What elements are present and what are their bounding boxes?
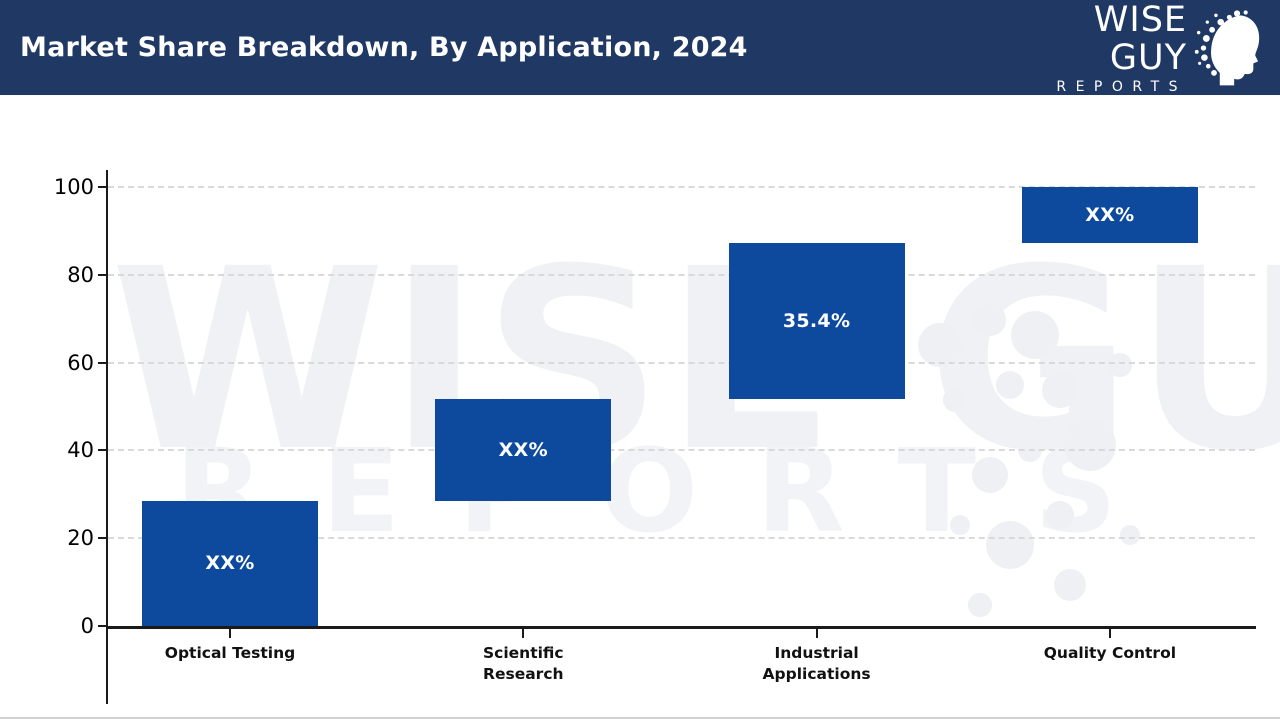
gridline-20 [108,537,1255,540]
x-tick-mark [522,629,525,638]
category-label: Quality Control [1043,644,1177,662]
x-axis-line [106,626,1256,629]
y-tick-mark-60 [98,361,106,364]
gridline-60 [108,361,1255,364]
bar-value-label: XX% [498,438,548,461]
y-tick-mark-40 [98,449,106,452]
category-label: Scientific Research [482,644,564,683]
reports-wordmark: REPORTS [1056,79,1188,95]
y-tick-label: 20 [67,526,94,551]
y-tick-label: 40 [67,438,94,463]
bar-value-label: XX% [205,552,255,575]
y-tick-label: 0 [80,614,94,638]
y-axis-line [106,170,108,704]
header-bar: Market Share Breakdown, By Application, … [0,0,1280,95]
wiseguy-wordmark: WISE GUY [1093,0,1188,78]
chart-area: 0 20 40 60 80 100 XX% Optical Testing XX% Scienti… [0,95,1280,720]
category-label: Optical Testing [164,644,296,662]
brand-wordmark: WISE GUY REPORTS [1012,1,1187,95]
x-tick-mark [1108,629,1111,638]
bar-optical-testing: XX% [142,500,318,626]
y-tick-mark-0 [98,625,106,627]
category-label: Industrial Applications [762,644,871,683]
bar-quality-control: XX% [1021,187,1198,244]
gridline-40 [108,449,1255,452]
bar-value-label: 35.4% [782,309,851,332]
y-tick-mark-80 [98,273,106,276]
dotted-head-icon [1194,10,1260,86]
gridline-100 [108,186,1255,188]
y-tick-label: 100 [53,175,94,199]
y-tick-label: 60 [67,350,94,375]
page-title: Market Share Breakdown, By Application, … [20,32,748,63]
gridline-80 [108,273,1255,276]
x-tick-mark [229,629,231,638]
bottom-border-line [0,717,1280,719]
y-tick-label: 80 [67,262,94,287]
bar-value-label: XX% [1085,204,1135,227]
x-tick-mark [815,629,818,638]
y-tick-mark-20 [98,537,106,540]
y-tick-mark-100 [98,186,106,188]
brand-logo: WISE GUY REPORTS [1012,1,1262,95]
bar-scientific-research: XX% [435,398,612,501]
bar-industrial-applications: 35.4% [728,243,905,399]
